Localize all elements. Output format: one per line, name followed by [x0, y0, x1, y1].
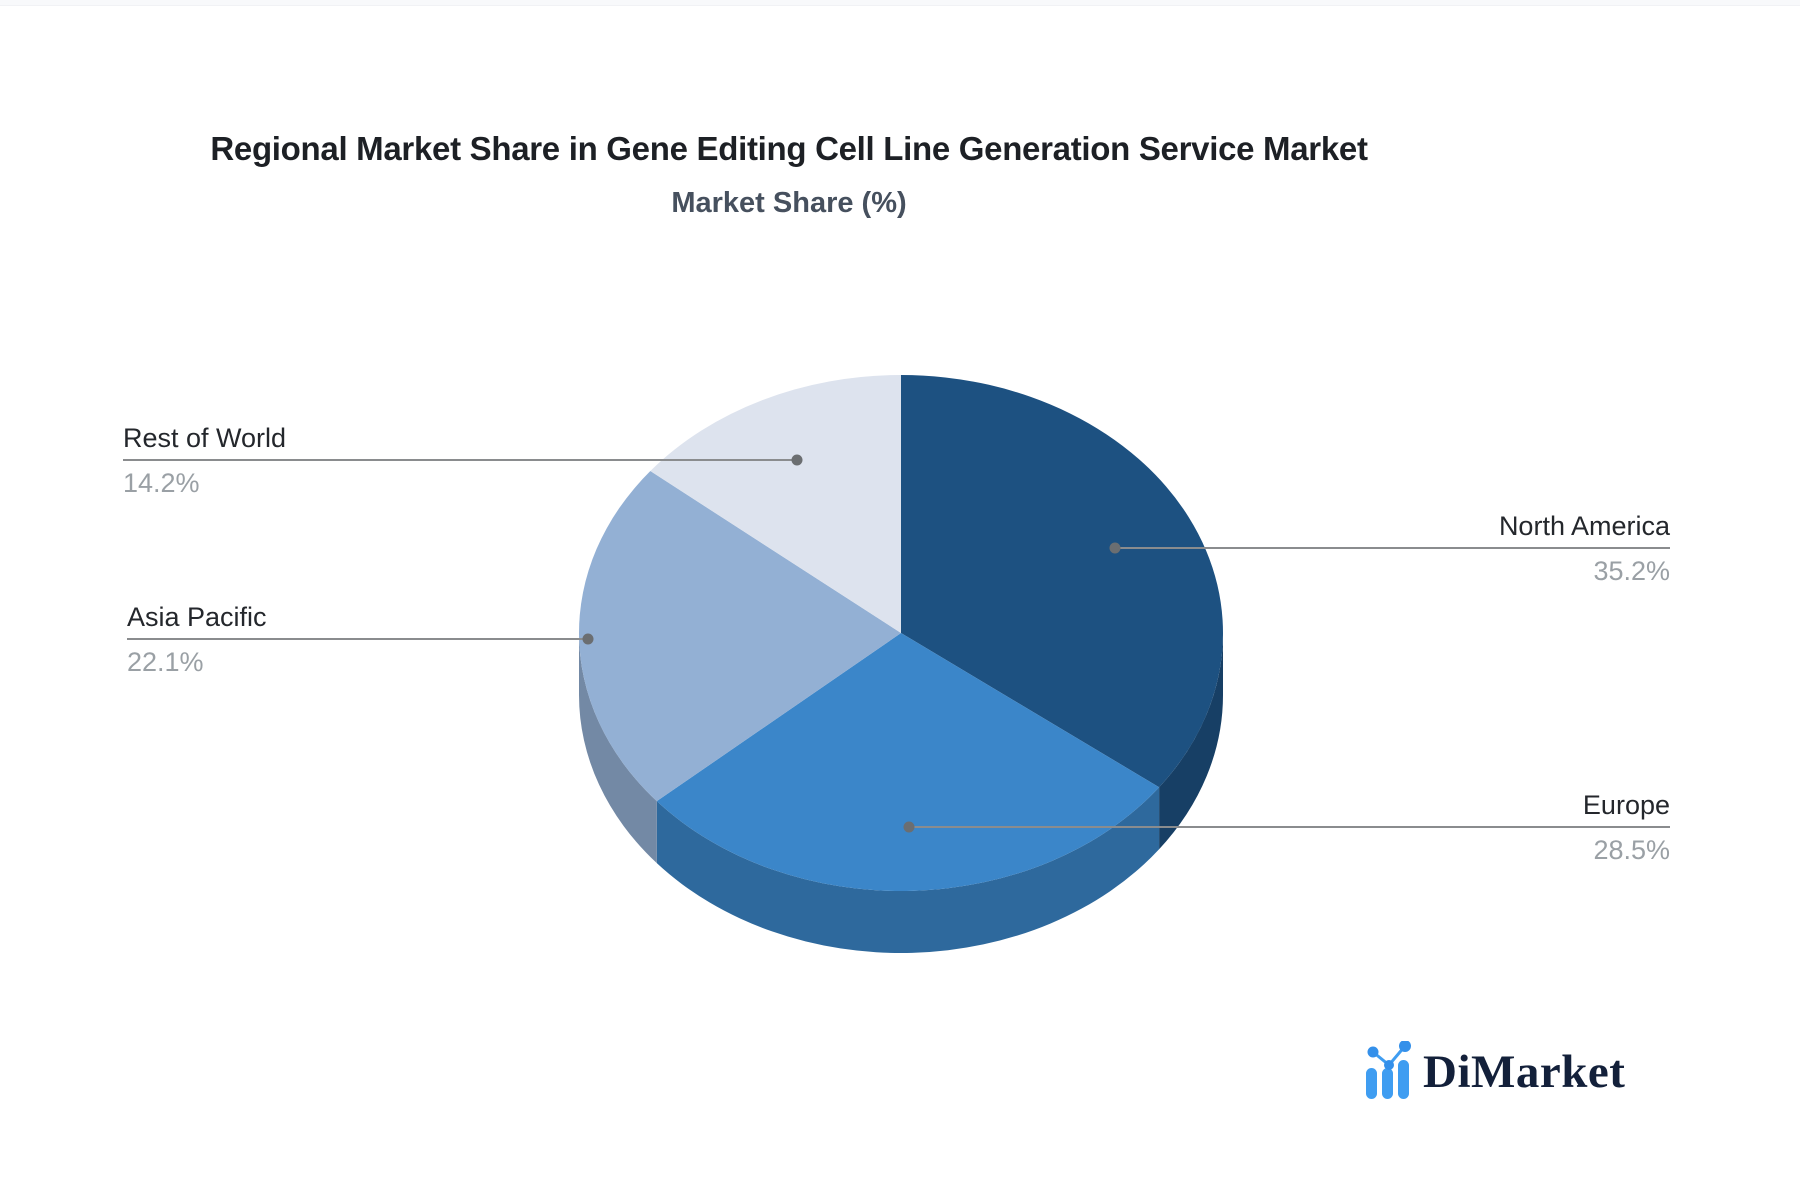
slice-value-rest-of-world: 14.2%: [123, 468, 200, 498]
pie-slice-side-europe: [656, 787, 1160, 953]
pie-slice-north-america[interactable]: [901, 375, 1223, 788]
slice-label-asia-pacific: Asia Pacific: [127, 602, 267, 632]
slice-value-asia-pacific: 22.1%: [127, 647, 204, 677]
callout-europe: Europe 28.5%: [1583, 790, 1670, 865]
callout-north-america: North America 35.2%: [1499, 511, 1670, 586]
chart-title: Regional Market Share in Gene Editing Ce…: [210, 130, 1368, 167]
slice-label-north-america: North America: [1498, 511, 1670, 541]
slice-label-rest-of-world: Rest of World: [123, 423, 287, 453]
slice-label-europe: Europe: [1582, 790, 1670, 820]
logo-wordmark: DiMarket: [1423, 1046, 1626, 1098]
callout-dot-asia-pacific: [582, 633, 594, 645]
pie-slice-side-asia-pacific: [579, 633, 657, 864]
top-strip: [0, 0, 1800, 6]
callout-dot-europe: [903, 821, 915, 833]
callout-dot-north-america: [1109, 542, 1121, 554]
pie-slice-rest-of-world[interactable]: [650, 375, 901, 633]
pie-slice-side-north-america: [1159, 633, 1223, 850]
callout-rest-of-world: Rest of World 14.2%: [123, 423, 286, 498]
chart-subtitle: Market Share (%): [671, 187, 907, 219]
dimarket-logo[interactable]: DiMarket: [1358, 1041, 1625, 1103]
callout-asia-pacific: Asia Pacific 22.1%: [127, 602, 267, 677]
slice-value-north-america: 35.2%: [1593, 556, 1670, 586]
slice-value-europe: 28.5%: [1593, 835, 1670, 865]
pie-slice-asia-pacific[interactable]: [579, 471, 901, 802]
logo-bars-icon: [1366, 1041, 1411, 1099]
callout-dot-rest-of-world: [791, 454, 803, 466]
